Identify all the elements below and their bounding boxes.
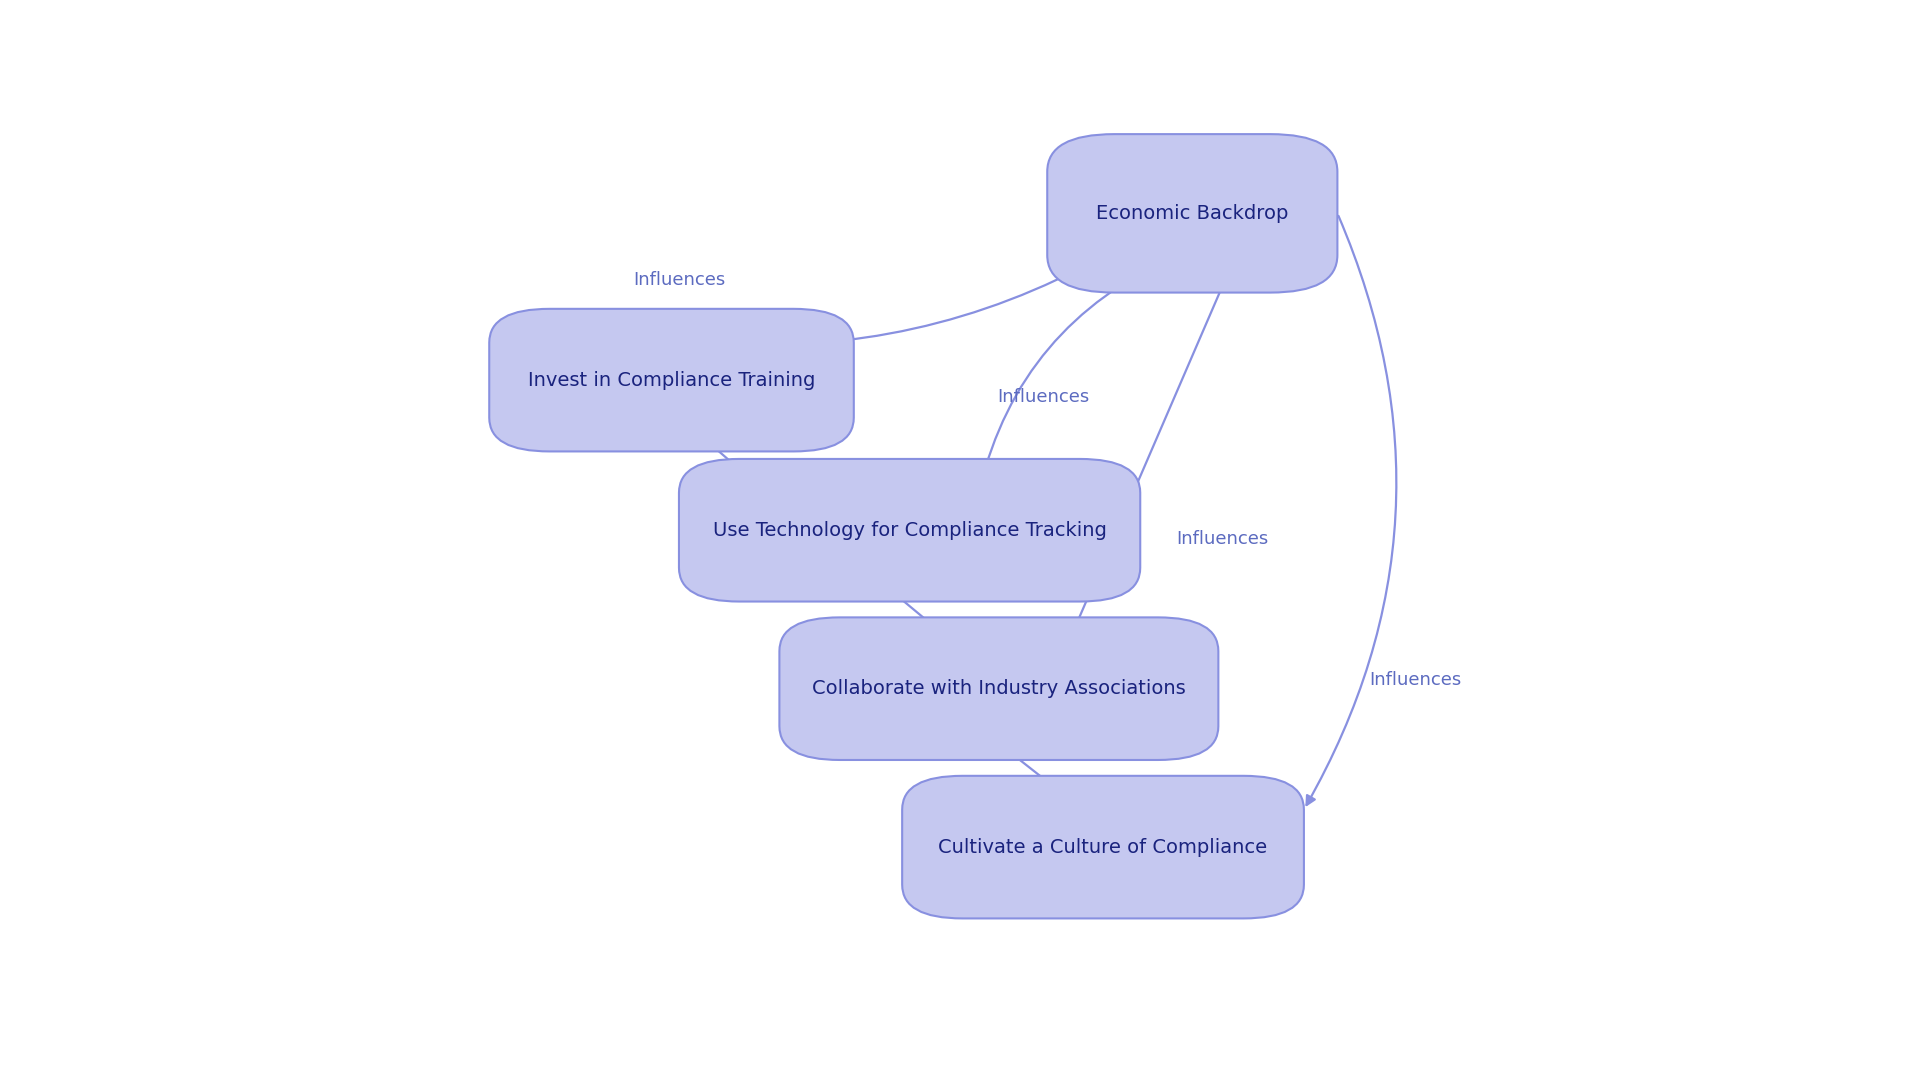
Text: Economic Backdrop: Economic Backdrop — [1096, 204, 1288, 223]
Text: Cultivate a Culture of Compliance: Cultivate a Culture of Compliance — [939, 837, 1267, 857]
FancyBboxPatch shape — [680, 459, 1140, 601]
Text: Invest in Compliance Training: Invest in Compliance Training — [528, 370, 816, 390]
FancyBboxPatch shape — [490, 309, 854, 452]
Text: Influences: Influences — [1175, 530, 1269, 548]
FancyBboxPatch shape — [1046, 134, 1338, 292]
Text: Influences: Influences — [634, 271, 726, 289]
Text: Influences: Influences — [1369, 671, 1461, 690]
FancyBboxPatch shape — [780, 617, 1219, 760]
FancyBboxPatch shape — [902, 775, 1304, 918]
Text: Use Technology for Compliance Tracking: Use Technology for Compliance Tracking — [712, 521, 1106, 539]
Text: Collaborate with Industry Associations: Collaborate with Industry Associations — [812, 679, 1187, 699]
Text: Influences: Influences — [996, 388, 1091, 406]
